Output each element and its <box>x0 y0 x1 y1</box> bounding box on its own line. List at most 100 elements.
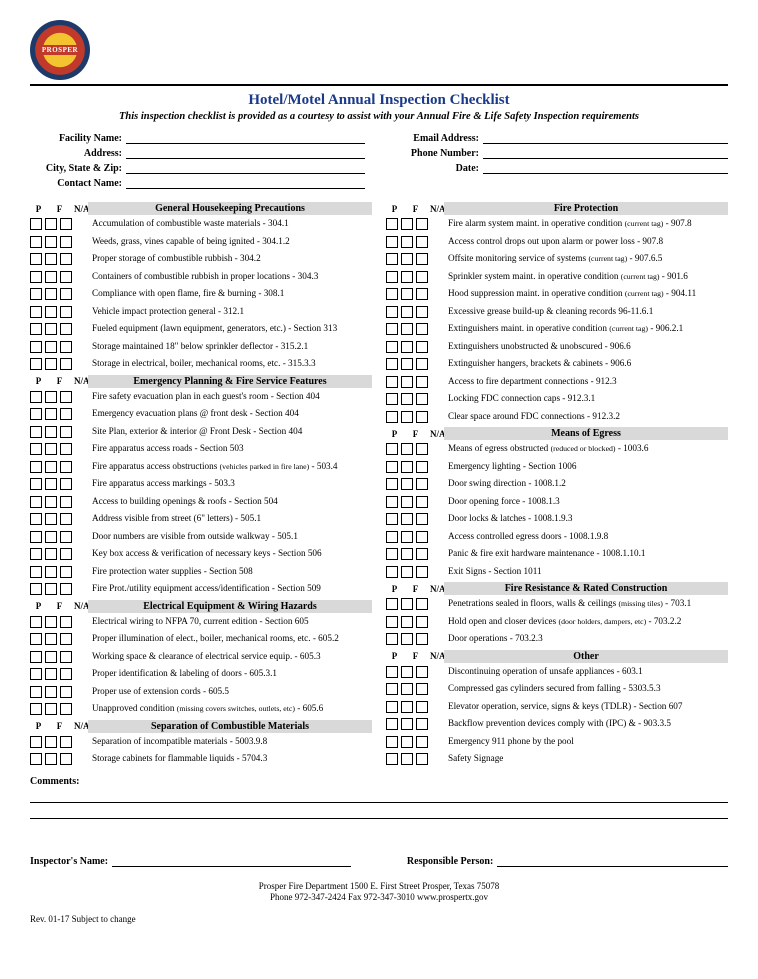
checkbox[interactable] <box>60 478 72 490</box>
checkbox[interactable] <box>30 513 42 525</box>
checkbox[interactable] <box>386 616 398 628</box>
checkbox[interactable] <box>30 443 42 455</box>
checkbox[interactable] <box>45 513 57 525</box>
checkbox[interactable] <box>386 236 398 248</box>
checkbox[interactable] <box>60 513 72 525</box>
checkbox[interactable] <box>416 718 428 730</box>
checkbox[interactable] <box>386 531 398 543</box>
checkbox[interactable] <box>30 616 42 628</box>
checkbox[interactable] <box>30 358 42 370</box>
checkbox[interactable] <box>386 376 398 388</box>
checkbox[interactable] <box>401 683 413 695</box>
checkbox[interactable] <box>45 288 57 300</box>
form-input[interactable] <box>483 132 728 144</box>
checkbox[interactable] <box>60 306 72 318</box>
checkbox[interactable] <box>30 236 42 248</box>
checkbox[interactable] <box>416 701 428 713</box>
checkbox[interactable] <box>386 411 398 423</box>
checkbox[interactable] <box>401 306 413 318</box>
checkbox[interactable] <box>30 288 42 300</box>
checkbox[interactable] <box>386 253 398 265</box>
checkbox[interactable] <box>386 598 398 610</box>
checkbox[interactable] <box>386 683 398 695</box>
checkbox[interactable] <box>401 358 413 370</box>
checkbox[interactable] <box>386 633 398 645</box>
checkbox[interactable] <box>45 566 57 578</box>
checkbox[interactable] <box>30 461 42 473</box>
form-input[interactable] <box>126 132 365 144</box>
checkbox[interactable] <box>30 426 42 438</box>
checkbox[interactable] <box>30 668 42 680</box>
form-input[interactable] <box>126 162 365 174</box>
checkbox[interactable] <box>30 306 42 318</box>
checkbox[interactable] <box>45 583 57 595</box>
checkbox[interactable] <box>60 288 72 300</box>
checkbox[interactable] <box>386 666 398 678</box>
checkbox[interactable] <box>416 218 428 230</box>
checkbox[interactable] <box>416 323 428 335</box>
checkbox[interactable] <box>30 736 42 748</box>
checkbox[interactable] <box>401 323 413 335</box>
checkbox[interactable] <box>416 271 428 283</box>
checkbox[interactable] <box>386 701 398 713</box>
checkbox[interactable] <box>386 323 398 335</box>
checkbox[interactable] <box>45 703 57 715</box>
checkbox[interactable] <box>60 686 72 698</box>
checkbox[interactable] <box>386 753 398 765</box>
checkbox[interactable] <box>45 736 57 748</box>
checkbox[interactable] <box>401 513 413 525</box>
checkbox[interactable] <box>45 358 57 370</box>
checkbox[interactable] <box>60 616 72 628</box>
checkbox[interactable] <box>60 753 72 765</box>
checkbox[interactable] <box>30 478 42 490</box>
checkbox[interactable] <box>60 426 72 438</box>
checkbox[interactable] <box>45 341 57 353</box>
checkbox[interactable] <box>60 271 72 283</box>
checkbox[interactable] <box>416 443 428 455</box>
comment-line[interactable] <box>30 789 728 803</box>
checkbox[interactable] <box>386 461 398 473</box>
checkbox[interactable] <box>30 341 42 353</box>
form-input[interactable] <box>483 162 728 174</box>
checkbox[interactable] <box>416 566 428 578</box>
checkbox[interactable] <box>401 718 413 730</box>
checkbox[interactable] <box>416 683 428 695</box>
checkbox[interactable] <box>30 633 42 645</box>
checkbox[interactable] <box>30 753 42 765</box>
checkbox[interactable] <box>45 633 57 645</box>
checkbox[interactable] <box>416 496 428 508</box>
checkbox[interactable] <box>45 548 57 560</box>
checkbox[interactable] <box>401 496 413 508</box>
checkbox[interactable] <box>386 736 398 748</box>
checkbox[interactable] <box>386 341 398 353</box>
checkbox[interactable] <box>386 478 398 490</box>
checkbox[interactable] <box>30 496 42 508</box>
checkbox[interactable] <box>60 358 72 370</box>
checkbox[interactable] <box>416 616 428 628</box>
checkbox[interactable] <box>60 236 72 248</box>
checkbox[interactable] <box>416 253 428 265</box>
checkbox[interactable] <box>401 478 413 490</box>
checkbox[interactable] <box>401 736 413 748</box>
checkbox[interactable] <box>401 666 413 678</box>
checkbox[interactable] <box>416 666 428 678</box>
checkbox[interactable] <box>416 548 428 560</box>
checkbox[interactable] <box>45 218 57 230</box>
checkbox[interactable] <box>416 306 428 318</box>
checkbox[interactable] <box>60 668 72 680</box>
checkbox[interactable] <box>60 496 72 508</box>
form-input[interactable] <box>483 147 728 159</box>
checkbox[interactable] <box>45 668 57 680</box>
checkbox[interactable] <box>60 531 72 543</box>
checkbox[interactable] <box>45 478 57 490</box>
checkbox[interactable] <box>30 531 42 543</box>
checkbox[interactable] <box>401 566 413 578</box>
checkbox[interactable] <box>30 566 42 578</box>
checkbox[interactable] <box>401 411 413 423</box>
checkbox[interactable] <box>386 271 398 283</box>
checkbox[interactable] <box>416 531 428 543</box>
checkbox[interactable] <box>60 391 72 403</box>
checkbox[interactable] <box>60 218 72 230</box>
comment-line[interactable] <box>30 805 728 819</box>
form-input[interactable] <box>126 177 365 189</box>
